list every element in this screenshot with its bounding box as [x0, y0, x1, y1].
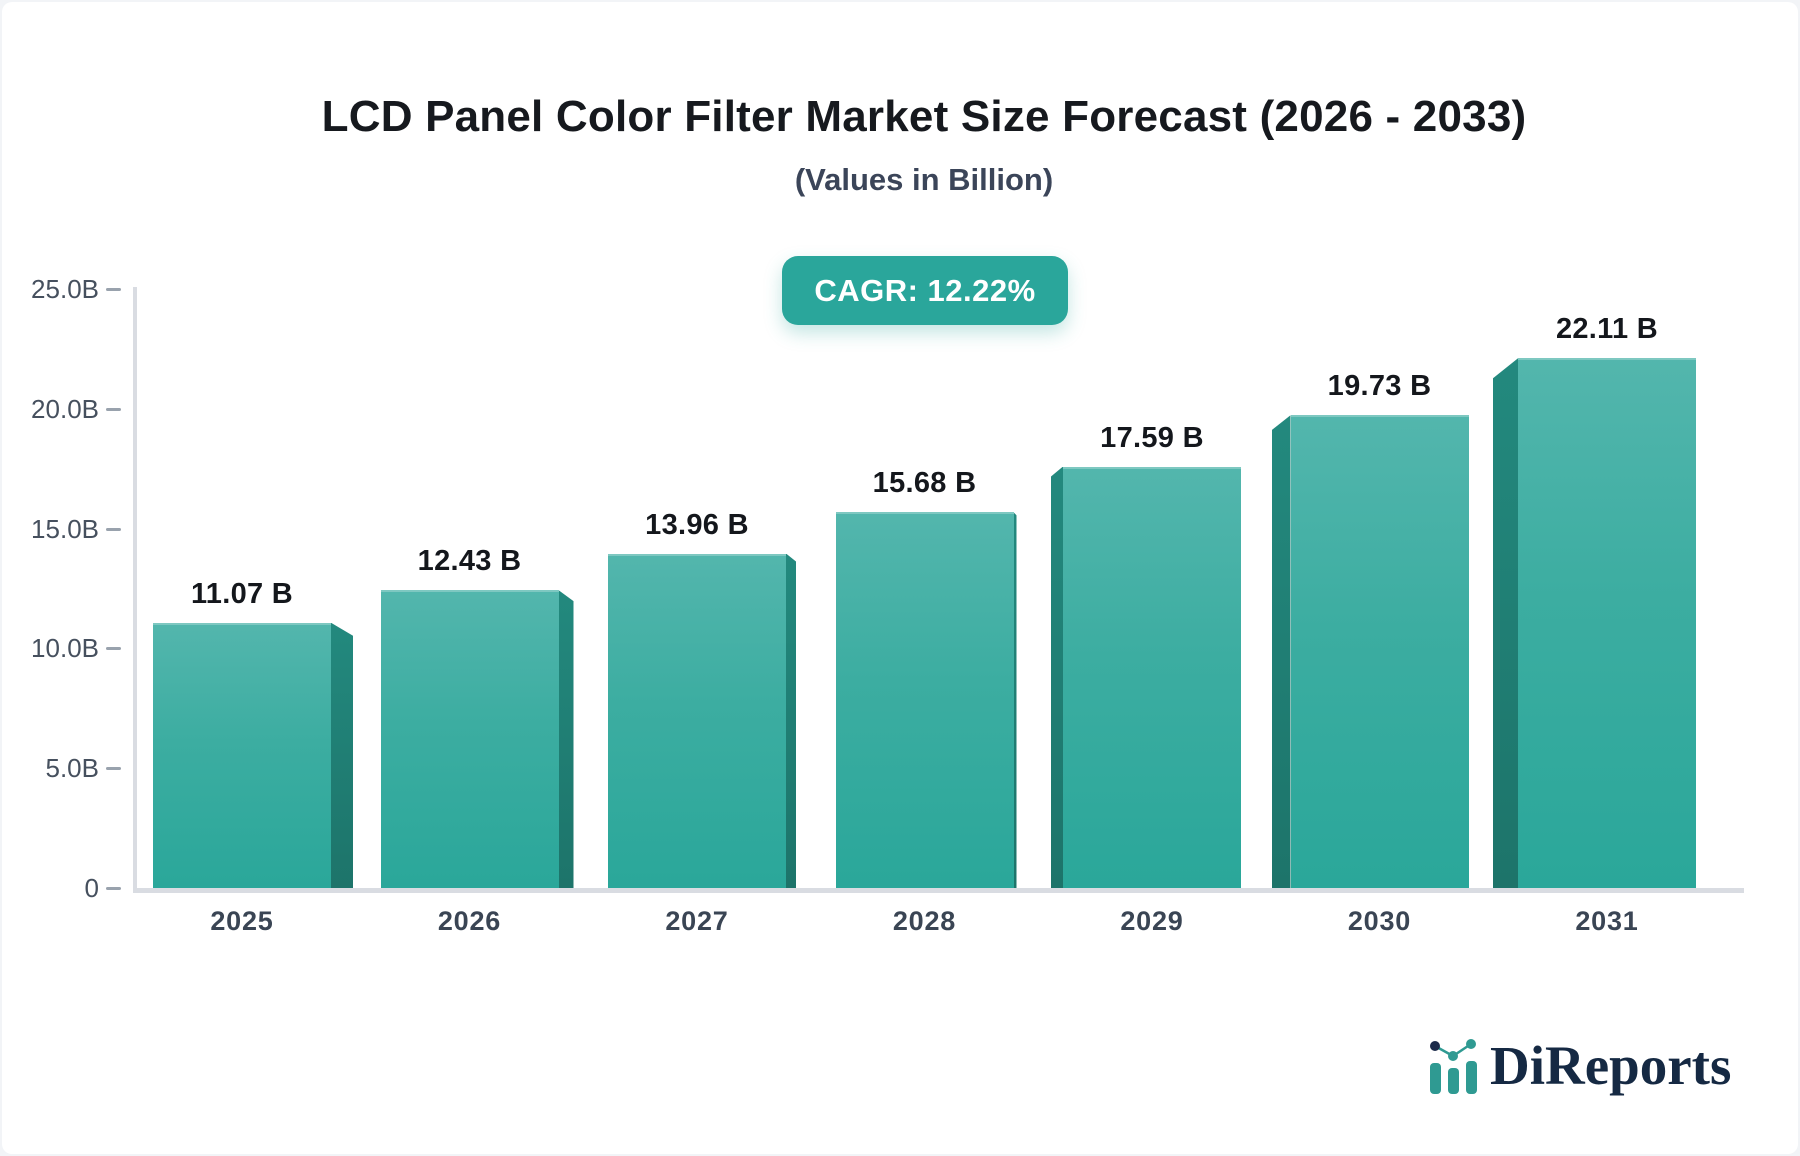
bar-value-label: 12.43 B: [417, 545, 522, 578]
y-tick-label: 20.0B: [31, 393, 99, 424]
y-tick-label: 5.0B: [45, 753, 100, 784]
bar-3d-side: [786, 553, 796, 888]
bar-3d-side: [1271, 415, 1291, 888]
y-tick-mark: [106, 647, 121, 651]
bar-value-label: 11.07 B: [190, 577, 294, 610]
y-tick-mark: [106, 767, 121, 771]
bar-2027: [608, 553, 786, 888]
y-tick-mark: [106, 887, 121, 890]
y-tick-mark: [106, 407, 121, 411]
x-tick-label: 2027: [665, 906, 729, 936]
cagr-badge: CAGR: 12.22%: [782, 256, 1068, 325]
x-tick-label: 2029: [1120, 906, 1184, 936]
bar-3d-side: [558, 590, 574, 888]
y-tick-label: 10.0B: [31, 633, 99, 664]
bar-2028: [835, 512, 1014, 888]
bar-2030: [1290, 415, 1469, 888]
y-tick-mark: [106, 527, 121, 531]
brand-logo-icon: [1430, 1039, 1477, 1094]
bar-3d-side: [1013, 512, 1017, 888]
y-tick-label: 25.0B: [31, 274, 99, 304]
chart-title: LCD Panel Color Filter Market Size Forec…: [321, 92, 1527, 141]
cagr-badge-label: CAGR: 12.22%: [814, 272, 1036, 308]
y-tick-label: 15.0B: [31, 513, 99, 544]
x-tick-label: 2025: [210, 906, 274, 936]
brand-logo-text: DiReports: [1490, 1035, 1732, 1096]
x-tick-label: 2031: [1575, 906, 1639, 936]
x-tick-label: 2028: [892, 906, 957, 936]
bar-value-label: 22.11 B: [1555, 313, 1659, 346]
y-tick-label: 0: [84, 873, 99, 903]
bar-3d-side: [331, 622, 353, 888]
bar-2029: [1063, 466, 1241, 888]
x-tick-label: 2026: [437, 906, 502, 936]
y-axis-line: [133, 287, 137, 893]
bar-2026: [380, 590, 559, 888]
bar-value-label: 15.68 B: [872, 467, 977, 500]
bar-2031: [1518, 358, 1696, 888]
x-axis-line: [133, 888, 1744, 893]
bar-value-label: 19.73 B: [1327, 370, 1432, 403]
bar-value-label: 13.96 B: [645, 508, 749, 541]
bar-value-label: 17.59 B: [1100, 421, 1204, 454]
bar-3d-side: [1051, 466, 1063, 888]
chart-subtitle: (Values in Billion): [794, 162, 1054, 197]
y-tick-mark: [106, 288, 121, 291]
brand-logo: DiReports: [1428, 1034, 1731, 1098]
bar-3d-side: [1493, 358, 1518, 888]
x-tick-label: 2030: [1347, 906, 1412, 936]
bar-2025: [153, 622, 331, 888]
